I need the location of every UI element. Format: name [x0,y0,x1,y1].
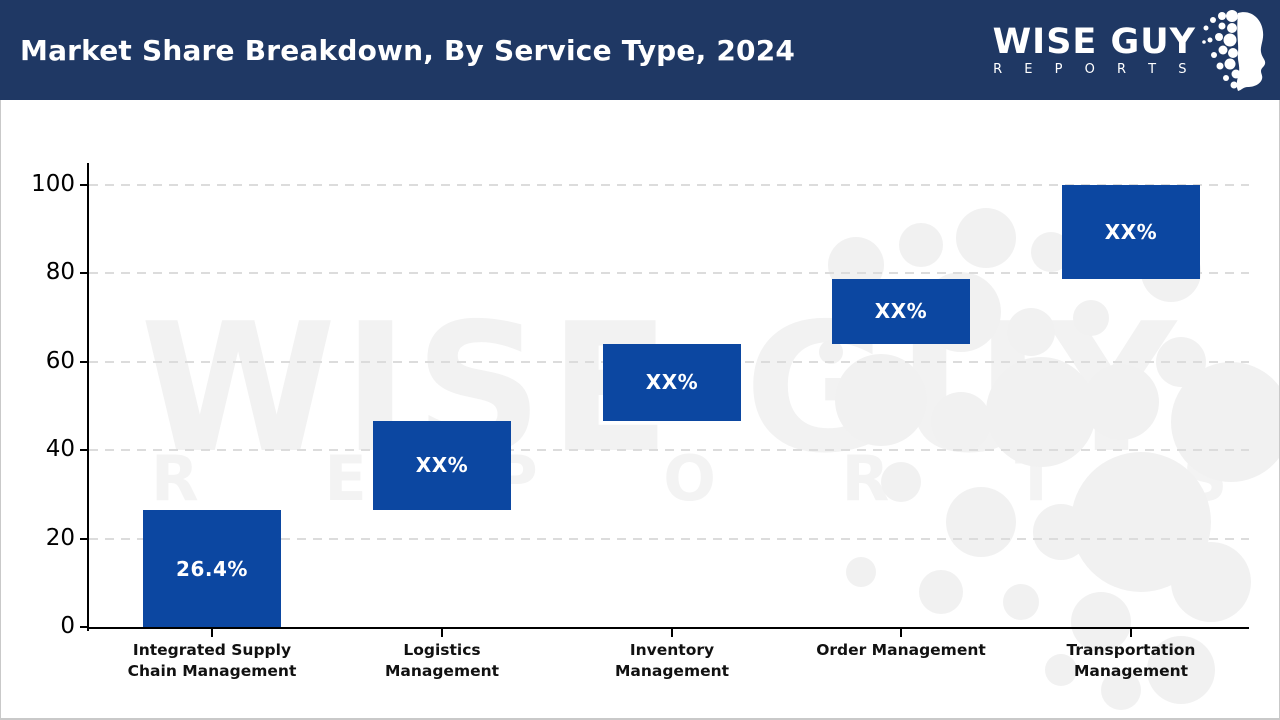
bar-segment: XX% [832,278,970,344]
y-tick-0 [80,626,87,628]
category-label: Integrated Supply Chain Management [127,641,297,680]
y-axis-line [87,163,89,631]
category-label: Transportation Management [1066,641,1196,680]
y-tick-label: 100 [31,171,75,197]
logo-reports-label: R E P O R T S [993,61,1196,77]
gridline-20 [89,537,1249,540]
y-tick-label: 20 [45,524,75,551]
category-label: Logistics Management [384,641,500,680]
y-tick-label: 40 [45,436,75,463]
logo-wordmark: WISE GUY [992,21,1196,62]
logo-face-icon [1202,10,1266,91]
bar-segment: 26.4% [143,510,281,627]
gridline-40 [89,449,1249,452]
bar-value-label: XX% [874,299,928,324]
x-tick [211,629,213,637]
y-tick-label: 0 [60,613,75,639]
y-tick-60 [80,360,87,363]
x-tick [671,629,673,637]
chart-title: Market Share Breakdown, By Service Type,… [20,33,796,67]
bar-segment: XX% [373,420,511,511]
bar-segment: XX% [1062,185,1200,279]
bar-value-label: XX% [645,370,699,395]
gridline-80 [89,272,1249,275]
x-tick [441,629,443,637]
header-banner: Market Share Breakdown, By Service Type,… [0,0,1280,100]
chart-area: WISE GUY R E P O R T S 0 20 40 60 80 100 26.4%… [0,100,1280,720]
x-tick [1130,629,1132,637]
bar-value-label: XX% [415,453,469,478]
y-tick-80 [80,272,87,275]
bar-value-label: 26.4% [176,556,248,581]
y-tick-label: 60 [45,347,75,374]
category-label: Order Management [816,641,986,659]
gridline-100 [89,184,1249,186]
y-tick-label: 80 [45,259,75,286]
bar-value-label: XX% [1104,219,1158,244]
logo-text: WISE GUY R E P O R T S [993,24,1196,77]
y-tick-100 [80,184,87,186]
y-tick-40 [80,449,87,452]
bar-segment: XX% [603,343,741,421]
x-tick [900,629,902,637]
x-axis-line [87,627,1249,629]
wise-guy-logo: WISE GUY R E P O R T S [993,8,1280,92]
y-tick-20 [80,537,87,540]
category-label: Inventory Management [614,641,730,680]
